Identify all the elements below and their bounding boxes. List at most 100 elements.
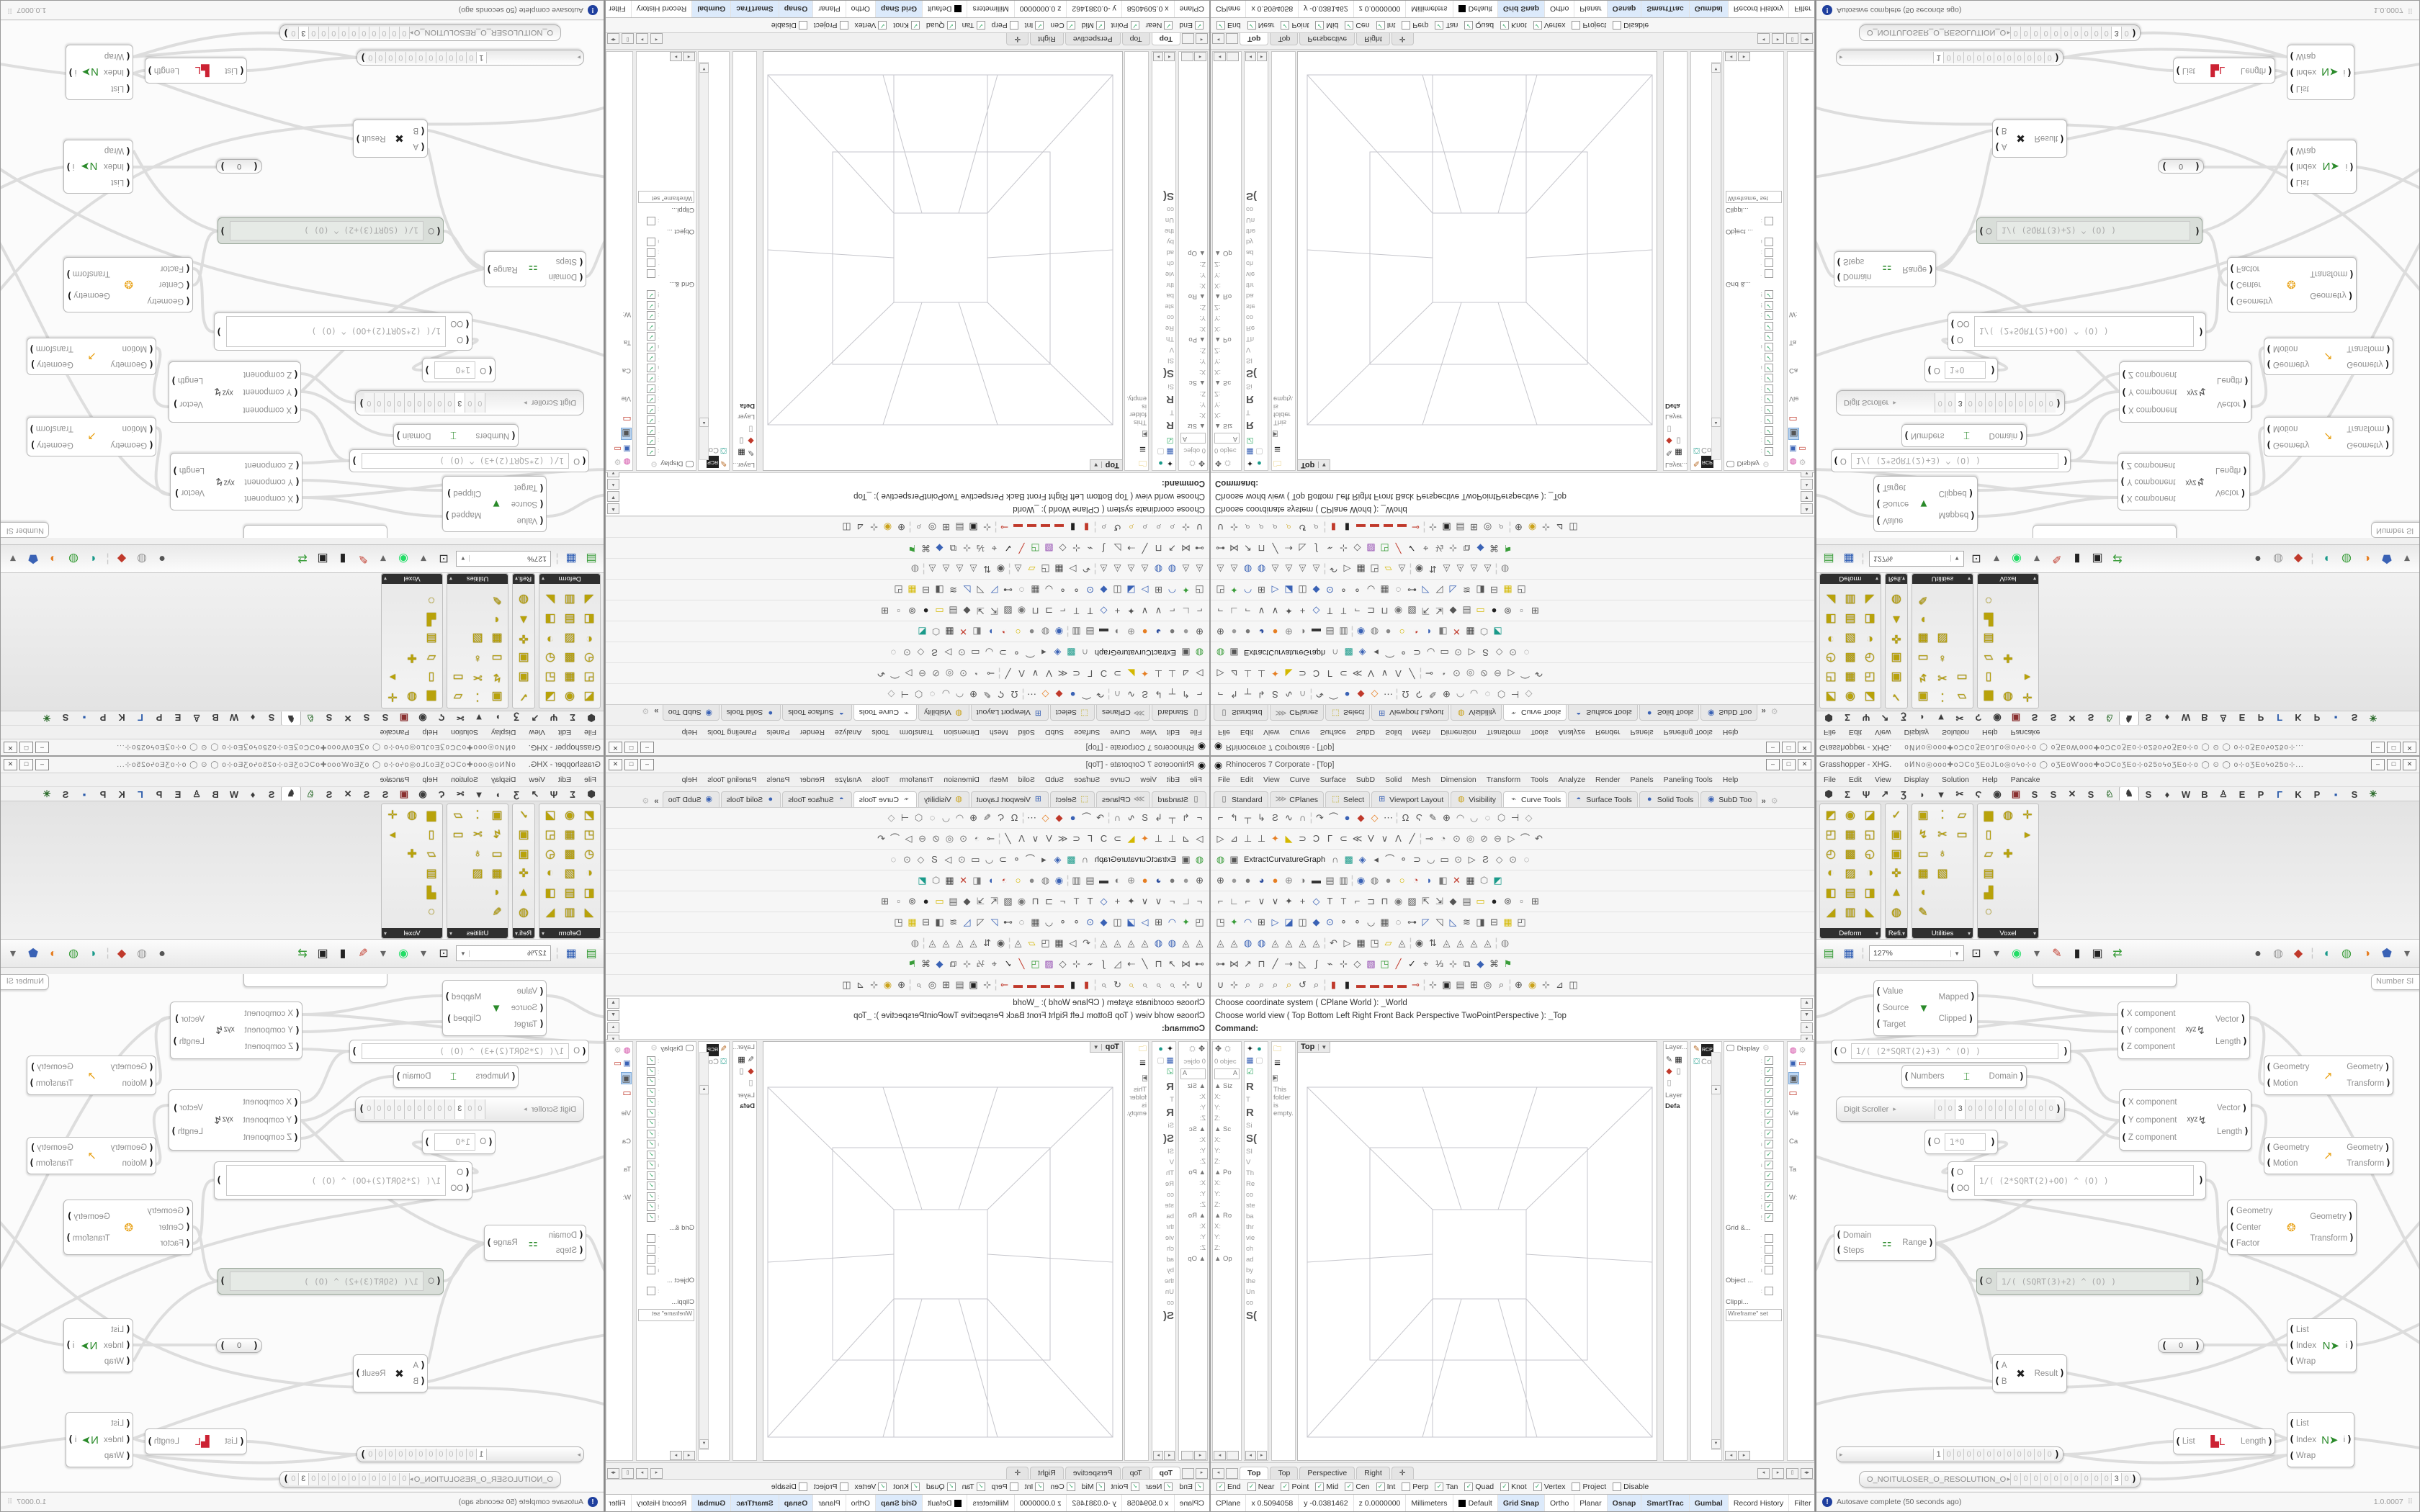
gh-component-node[interactable]: (Geometry(Center(Factor ❂ Geometry) Transfo… bbox=[2227, 1200, 2357, 1255]
viewport-tab-right[interactable]: Right bbox=[1030, 1467, 1064, 1479]
component-tab[interactable]: P bbox=[156, 789, 163, 800]
tab-scroll-right-icon[interactable]: ◂ bbox=[1757, 1468, 1770, 1479]
scroll-mini-up-icon[interactable]: ▴ bbox=[607, 1022, 619, 1033]
toolbar-icon[interactable]: ⊕ bbox=[1127, 875, 1135, 886]
clipped-node[interactable] bbox=[2033, 974, 2177, 987]
component-icon[interactable]: ▨ bbox=[564, 632, 575, 644]
wire-hook-icon[interactable]: ( bbox=[2266, 1142, 2272, 1153]
toolbar-icon[interactable]: ▷ bbox=[1141, 585, 1149, 595]
status-x-0-5094058[interactable]: x 0.5094058 bbox=[1121, 1, 1174, 17]
toolbar-icon[interactable]: ✦ bbox=[1127, 606, 1135, 616]
digit-cell[interactable]: 0 bbox=[2081, 27, 2092, 39]
hscroll-left-icon[interactable]: ◂ bbox=[1725, 1451, 1737, 1460]
menu-icon[interactable]: ≡ bbox=[1139, 443, 1146, 455]
component-icon[interactable]: ♁ bbox=[1938, 847, 1947, 860]
panel-icon[interactable]: Co bbox=[708, 446, 719, 454]
checkbox-icon[interactable] bbox=[1765, 405, 1773, 414]
preview-mode-icon[interactable]: ◖ bbox=[2323, 552, 2330, 565]
palette-group-label[interactable]: Deform ▾ bbox=[1820, 928, 1881, 938]
menu-item-display[interactable]: Display bbox=[1904, 728, 1930, 737]
expression-text[interactable]: 1/( (SQRT(3)+2) ^ (O) ) bbox=[1996, 221, 2191, 240]
menu-icon[interactable]: ≡ bbox=[1274, 1057, 1281, 1069]
toolbar-tab-subd-too[interactable]: ◉ SubD Too bbox=[1700, 791, 1758, 807]
gh-component-node[interactable]: (Domain(Steps ⚏ Range) bbox=[1834, 1225, 1936, 1261]
component-icon[interactable]: ✎ bbox=[492, 906, 502, 919]
gh-component-node[interactable]: (X component(Y component(Z component ˣʸᶻ↯… bbox=[170, 453, 302, 510]
toolbar-icon[interactable]: ▬ bbox=[1013, 979, 1023, 990]
expression-node[interactable]: (O 1/( (2*SQRT(2)+3) ^ (O) )) bbox=[349, 449, 589, 472]
hscroll-right-icon[interactable]: ▸ bbox=[1738, 52, 1750, 61]
toolbar-icon[interactable]: ◗ bbox=[987, 626, 994, 637]
component-tab[interactable]: S bbox=[2145, 712, 2152, 723]
wire-hook-icon[interactable]: ) bbox=[351, 1045, 357, 1057]
input-o[interactable]: (O bbox=[480, 365, 493, 376]
toolbar-icon[interactable]: ⌐ bbox=[1354, 606, 1361, 616]
checkbox-icon[interactable] bbox=[647, 1212, 655, 1222]
output-result[interactable]: Result) bbox=[2035, 133, 2065, 144]
digit-cell[interactable]: 0 bbox=[1975, 1099, 1986, 1119]
component-icon[interactable]: ◉ bbox=[1845, 809, 1855, 822]
digit-cell[interactable]: 0 bbox=[369, 1473, 380, 1485]
wire-hook-icon[interactable]: ( bbox=[1994, 1376, 2000, 1387]
gh-canvas[interactable]: Number Sl(Value(Source(Target ▼ Mapped) Cli… bbox=[1, 974, 604, 1491]
menu-item-tools[interactable]: Tools bbox=[871, 728, 889, 737]
menu-item-transform[interactable]: Transform bbox=[899, 728, 934, 737]
viewport-top[interactable]: Top ▼ bbox=[763, 51, 1123, 471]
toolbar-icon[interactable]: ▷ bbox=[1196, 668, 1204, 679]
toolbar-icon[interactable]: ∩ bbox=[1081, 854, 1089, 865]
component-icon[interactable]: ▨ bbox=[564, 868, 575, 880]
digit-cell[interactable]: 0 bbox=[1994, 52, 2004, 63]
digit-cell[interactable]: 0 bbox=[349, 27, 359, 39]
osnap-quad[interactable]: Quad bbox=[926, 21, 956, 30]
input-value[interactable]: (Value bbox=[1876, 515, 1909, 526]
toolbar-tab-icon[interactable]: ⌁ bbox=[904, 795, 909, 804]
checkbox-icon[interactable] bbox=[647, 1202, 655, 1212]
input-y-component[interactable]: (Y component bbox=[244, 1025, 300, 1036]
panel-tab-label[interactable]: Ta bbox=[1789, 1166, 1797, 1174]
wire-hook-icon[interactable]: ( bbox=[1978, 1276, 1984, 1287]
wire-hook-icon[interactable]: ) bbox=[1968, 1013, 1974, 1025]
toolbar-tab-viewport-layout[interactable]: ⊞ Viewport Layout bbox=[1371, 791, 1450, 807]
wire-hook-icon[interactable]: ) bbox=[2241, 398, 2248, 410]
component-icon[interactable]: ▱ bbox=[453, 690, 463, 703]
component-tab[interactable]: ♞ bbox=[281, 711, 301, 725]
toolbar-icon[interactable]: ⇢ bbox=[1285, 958, 1293, 969]
toolbar-icon[interactable]: ⌐ bbox=[1059, 896, 1066, 906]
toolbar-icon[interactable]: ◬ bbox=[956, 564, 964, 575]
wire-hook-icon[interactable]: ( bbox=[2289, 83, 2295, 94]
toolbar-icon[interactable]: ◆ bbox=[1357, 689, 1365, 700]
status-grid-snap[interactable]: Grid Snap bbox=[874, 1, 923, 17]
digit-cell[interactable]: 1 bbox=[476, 1449, 487, 1460]
tab-scroll-right-icon[interactable]: ▯ bbox=[622, 1468, 634, 1479]
toolbar-icon[interactable]: ◎ bbox=[945, 668, 954, 679]
menu-item-tools[interactable]: Tools bbox=[1531, 775, 1549, 784]
output-domain[interactable]: Domain) bbox=[1989, 431, 2025, 441]
checkbox-icon[interactable] bbox=[1376, 1482, 1385, 1491]
osnap-disable[interactable]: Disable bbox=[771, 21, 807, 30]
toolbar-icon[interactable]: ▦ bbox=[1054, 937, 1064, 948]
layer-icon[interactable]: ▯ bbox=[739, 1067, 744, 1076]
toolbar-tab-visibility[interactable]: ◍ Visibility bbox=[1451, 791, 1502, 807]
toolbar-icon[interactable]: ◉ bbox=[1528, 522, 1537, 533]
panel-icon[interactable]: ☑ bbox=[1166, 436, 1174, 444]
component-icon[interactable]: ◧ bbox=[1825, 887, 1837, 899]
toolbar-icon[interactable]: ◫ bbox=[1113, 585, 1122, 595]
digit-scroller[interactable]: ▸ 1 0 0 0 0 0 0 0 0 0 0 0) bbox=[357, 1446, 584, 1462]
toolbar-icon[interactable]: ⊸ bbox=[1000, 979, 1008, 990]
component-tab[interactable]: S bbox=[382, 712, 389, 723]
output-mapped[interactable]: Mapped) bbox=[444, 510, 481, 521]
panel-icon[interactable]: ⛋ bbox=[1693, 1058, 1700, 1066]
wire-hook-icon[interactable]: ( bbox=[125, 50, 131, 62]
toolbar-tab-icon[interactable]: ◍ bbox=[955, 708, 963, 717]
wire-hook-icon[interactable]: ) bbox=[2242, 1036, 2248, 1047]
display-option-row[interactable]: : bbox=[1724, 405, 1783, 415]
toolbar-icon[interactable]: ▷ bbox=[1271, 585, 1279, 595]
canvas-toolbar-icon[interactable]: ▤ bbox=[586, 947, 597, 960]
output-vector[interactable]: Vector) bbox=[171, 1103, 203, 1114]
menu-item-mesh[interactable]: Mesh bbox=[1412, 728, 1431, 737]
wire-hook-icon[interactable]: ( bbox=[2121, 1132, 2127, 1143]
component-icon[interactable]: ◖ bbox=[493, 613, 501, 626]
component-icon[interactable]: ▲ bbox=[1891, 886, 1902, 899]
input-a[interactable]: (A bbox=[1994, 141, 2007, 152]
wire-hook-icon[interactable]: ( bbox=[1950, 318, 1955, 329]
